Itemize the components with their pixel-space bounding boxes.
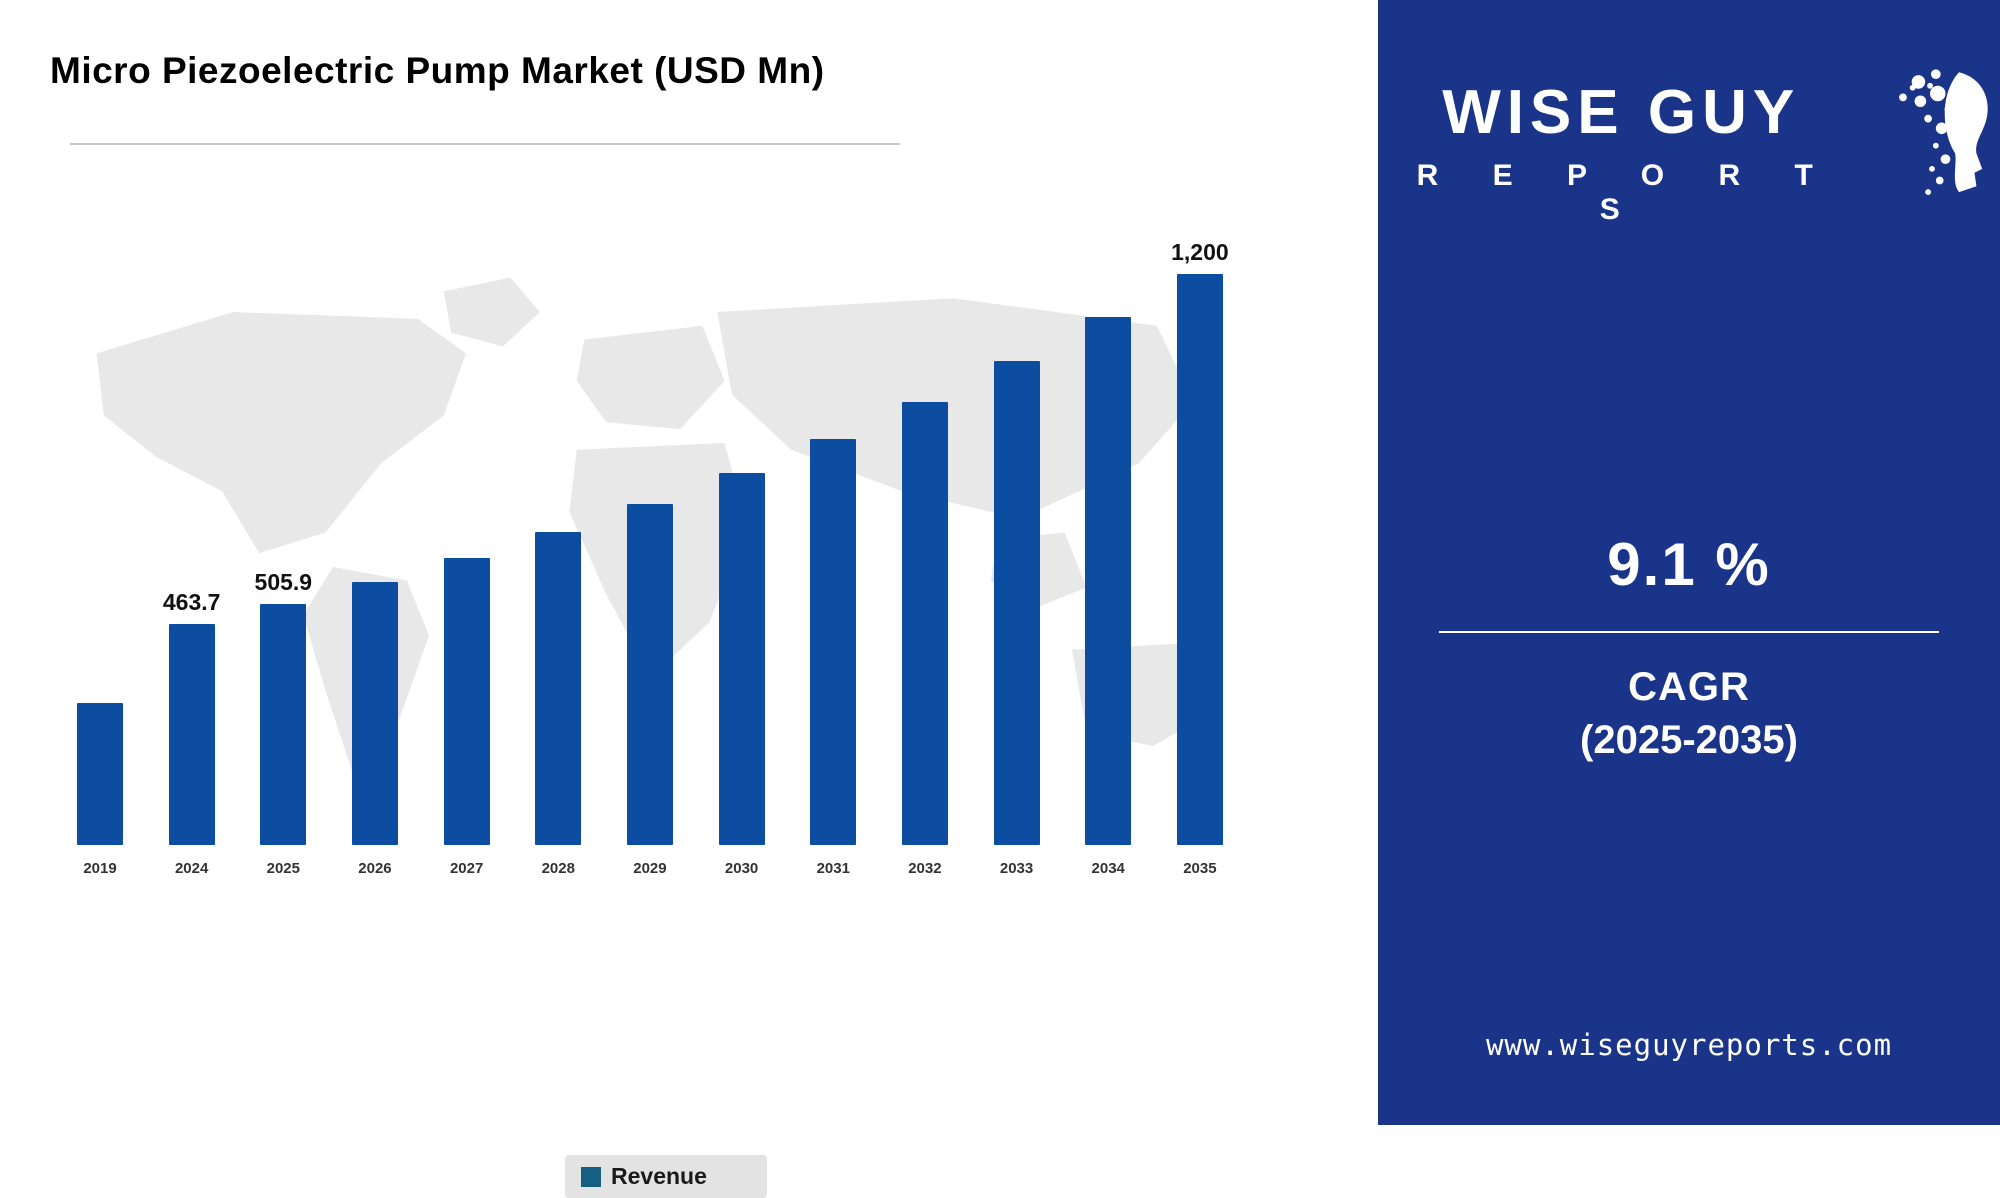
revenue-bar [810, 439, 857, 845]
revenue-bar [626, 504, 673, 845]
bar-group: 505.9 2025 [243, 200, 323, 877]
bar-group: 463.7 2024 [152, 200, 232, 877]
sidebar: WISE GUY R E P O R T S 9.1 % CAGR (2025-… [1378, 0, 2000, 1125]
bar-group: 2027 [427, 200, 507, 877]
revenue-bar [718, 473, 765, 845]
x-axis-year-label: 2030 [724, 860, 759, 877]
cagr-divider [1439, 631, 1939, 633]
website-link[interactable]: www.wiseguyreports.com [1485, 1028, 1893, 1062]
revenue-bar [351, 582, 398, 845]
chart-pane: Micro Piezoelectric Pump Market (USD Mn)… [50, 50, 1300, 1198]
bar-group: 2032 [885, 200, 965, 877]
x-axis-year-label: 2027 [449, 860, 484, 877]
chart-title: Micro Piezoelectric Pump Market (USD Mn) [50, 50, 825, 91]
x-axis-year-label: 2026 [358, 860, 392, 877]
cagr-value: 9.1 % [1607, 531, 1771, 598]
bar-value-label: 1,200 [1171, 239, 1229, 265]
x-axis-year-label: 2035 [1183, 860, 1217, 877]
revenue-bar [77, 703, 123, 845]
bar-chart: 2019 463.7 2024 505.9 2025 2026 2027 2028 2029 20… [60, 200, 1300, 1198]
dotted-head-icon [1899, 69, 1989, 195]
wise-guy-reports-logo: WISE GUY R E P O R T S [1378, 69, 2000, 227]
revenue-bar [1085, 317, 1132, 845]
x-axis-year-label: 2019 [83, 860, 117, 877]
revenue-bar [535, 532, 582, 845]
chart-legend: Revenue [565, 1155, 767, 1198]
bar-chart-bars: 2019 463.7 2024 505.9 2025 2026 2027 2028 2029 20… [60, 200, 1240, 877]
title-underline [70, 143, 900, 145]
bar-value-label: 463.7 [162, 589, 221, 615]
bar-group: 2019 [60, 200, 140, 877]
cagr-period: (2025-2035) [1580, 718, 1798, 762]
revenue-bar [168, 624, 215, 845]
x-axis-year-label: 2034 [1091, 860, 1125, 877]
logo-text: WISE GUY R E P O R T S [1378, 80, 1864, 227]
bar-group: 2028 [518, 200, 598, 877]
revenue-bar [901, 402, 948, 845]
bar-group: 2026 [335, 200, 415, 877]
bar-group: 1,200 2035 [1160, 200, 1240, 877]
bar-group: 2031 [793, 200, 873, 877]
x-axis-year-label: 2033 [999, 860, 1034, 877]
bar-group: 2033 [977, 200, 1057, 877]
x-axis-year-label: 2025 [266, 860, 300, 877]
legend-color-swatch [581, 1166, 601, 1187]
bar-group: 2034 [1068, 200, 1148, 877]
logo-reports-text: R E P O R T S [1416, 159, 1836, 227]
revenue-bar [993, 361, 1040, 845]
logo-wise-guy-text: WISE GUY [1442, 78, 1801, 147]
x-axis-year-label: 2032 [908, 860, 942, 877]
x-axis-year-label: 2031 [816, 860, 850, 877]
cagr-label: CAGR [1628, 665, 1750, 709]
legend-label: Revenue [611, 1163, 707, 1189]
revenue-bar [260, 604, 307, 845]
x-axis-year-label: 2029 [633, 860, 667, 877]
cagr-block: 9.1 % CAGR (2025-2035) [1378, 530, 2000, 763]
bar-group: 2029 [610, 200, 690, 877]
bar-value-label: 505.9 [254, 569, 313, 595]
revenue-bar [443, 558, 490, 845]
x-axis-year-label: 2024 [174, 860, 209, 877]
revenue-bar [1176, 274, 1223, 845]
bar-group: 2030 [702, 200, 782, 877]
x-axis-year-label: 2028 [541, 860, 575, 877]
